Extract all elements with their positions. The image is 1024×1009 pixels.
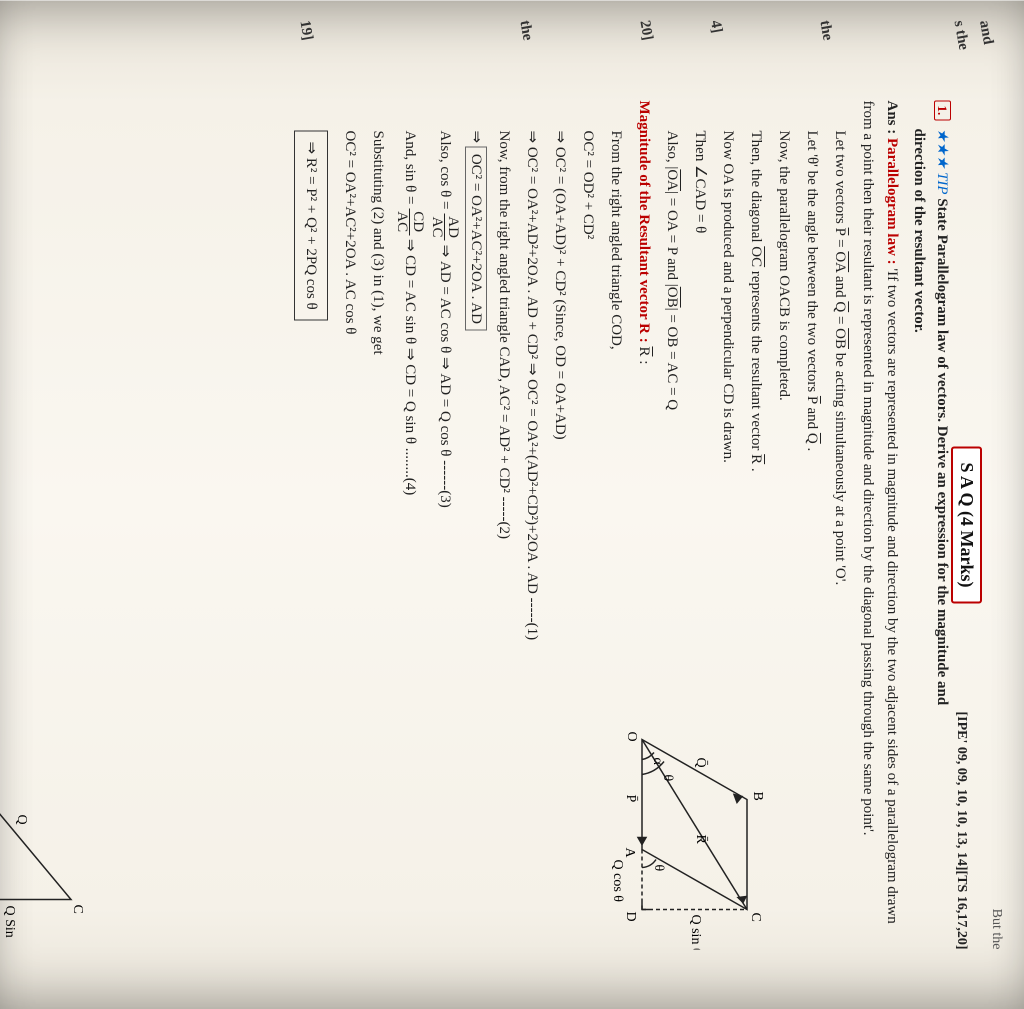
final-formula: ⇒ R² = P² + Q² + 2PQ cos θ (294, 130, 328, 320)
p3: Now, the parallelogram OACB is completed… (772, 100, 796, 690)
p1a: Let two vectors (832, 130, 848, 227)
p4a: Then, the diagonal (748, 130, 764, 246)
lbl-theta1: θ (660, 774, 675, 781)
edge-label: 4] (706, 19, 725, 34)
lbl-qsin: Q sin θ (688, 914, 703, 949)
handwritten-note: ★★★ TIP (934, 128, 950, 195)
eq1b: ⇒ OC² = (OA+AD)² + CD² (Since, OD = OA+A… (548, 100, 572, 949)
edge-label: the (515, 19, 535, 42)
eq1c: ⇒ OC² = OA²+AD²+2OA . AD + CD² ⇒ OC² = O… (520, 100, 544, 949)
lbl-A: A (622, 847, 637, 858)
page: and s the the 4] 20] the 19] But the S A… (0, 0, 1024, 1009)
cos-line: Also, cos θ = AD AC ⇒ AD = AC cos θ ⇒ AD… (429, 100, 460, 690)
edge-label: and (975, 19, 996, 46)
lbl-B: B (750, 791, 765, 800)
edge-label: 19] (295, 19, 315, 42)
p7: Also, |OA| = OA = P and |OB| = OB = AC =… (660, 100, 684, 690)
law-lead: Parallelogram law : (884, 138, 900, 265)
edge-label: the (815, 19, 835, 42)
vec-Q: Q (832, 301, 848, 312)
p9a: Now, from the right angled triangle CAD,… (492, 100, 516, 690)
question-number: 1. (934, 100, 951, 120)
lbl-alpha: α (650, 757, 665, 765)
saq-heading: S A Q (4 Marks) (951, 446, 982, 603)
edge-label: 20] (635, 19, 655, 42)
parallelogram-diagram: O A B C D P̄ Q̄ R̄ α θ θ Q sin θ Q cos θ (612, 719, 782, 949)
p2b: and (804, 407, 820, 432)
lbl-P: P̄ (623, 794, 639, 802)
lbl-O: O (624, 731, 639, 741)
vec-P: P (832, 227, 848, 235)
question-block: 1. ★★★ TIP State Parallelogram law of ve… (908, 100, 953, 949)
p1b: and (832, 275, 848, 300)
lbl-Q2: Q (14, 814, 29, 824)
p4c: . (748, 467, 764, 471)
question-line2: direction of the resultant vector. (912, 128, 928, 332)
lbl-C: C (748, 912, 763, 921)
question-line1: State Parallelogram law of vectors. Deri… (934, 198, 950, 705)
p2a: Let 'θ' be the angle between the two vec… (804, 130, 820, 395)
eq1a: OC² = OD² + CD² (576, 100, 600, 949)
lbl-theta2: θ (651, 864, 666, 871)
ocsq: OC² = OA²+AC²+2OA . AD (465, 146, 487, 330)
lbl-C2: C (70, 904, 85, 913)
p4b: represents the resultant vector (748, 270, 764, 453)
edge-label: s the (950, 19, 972, 51)
p2c: . (804, 447, 820, 451)
header-pre: But the (988, 100, 1004, 949)
p6: Then ∠CAD = θ (688, 100, 712, 690)
lbl-qsin2: Q Sin θ (2, 905, 17, 939)
answer-body: Ans : Parallelogram law : 'If two vector… (294, 100, 904, 949)
ans-lead: Ans : (884, 100, 900, 134)
p13: OC² = OA²+AC²+2OA . AC cos θ (338, 100, 362, 690)
triangle-diagram: A C D Q θ Q Sin θ Q Cos θ (0, 729, 96, 939)
lbl-qcos: Q cos θ (612, 859, 625, 902)
sin-line: And, sin θ = CD AC ⇒ CD = AC sin θ ⇒ CD … (394, 100, 425, 690)
lbl-D: D (623, 911, 638, 921)
p1c: be acting simultaneously at a point 'O'. (832, 352, 848, 584)
lbl-R: R̄ (693, 834, 709, 844)
p5: Now OA is produced and a perpendicular C… (716, 100, 740, 690)
p12: Substituting (2) and (3) in (1), we get (366, 100, 390, 690)
lbl-Q: Q̄ (693, 757, 709, 767)
